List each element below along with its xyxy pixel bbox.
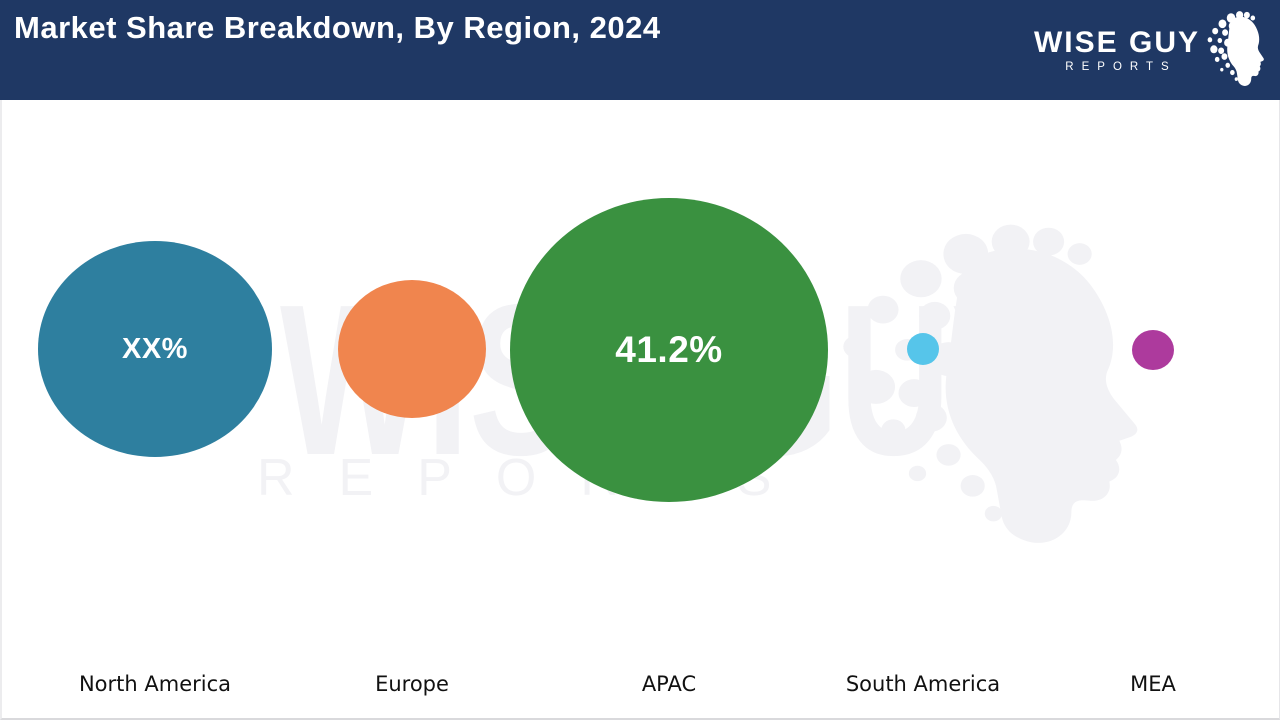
page-title: Market Share Breakdown, By Region, 2024 [14,10,661,45]
logo-wordmark: WISE GUY [1033,26,1200,60]
category-label-mea: MEA [1130,672,1176,696]
logo-subtitle: REPORTS [1065,60,1177,73]
category-label-europe: Europe [375,672,449,696]
bubble-chart: WISE GUY REPORTS XX%North AmericaEurope4… [0,100,1280,720]
dotted-head-icon [1207,11,1264,86]
bubble-value-label-apac: 41.2% [615,329,723,370]
bubble-north-america: XX% [38,241,272,457]
header-bar: Market Share Breakdown, By Region, 2024 … [0,0,1280,100]
bubble-apac: 41.2% [510,198,828,502]
bubble-mea [1132,330,1174,370]
logo-text: WISE GUY REPORTS [1034,27,1200,73]
bubble-value-label-north-america: XX% [122,332,188,365]
bubble-europe [338,280,486,418]
category-label-north-america: North America [78,672,232,696]
category-label-apac: APAC [641,672,697,696]
watermark-dotted-head-icon [843,224,1138,543]
category-label-south-america: South America [845,672,1001,696]
wise-guy-logo: WISE GUY REPORTS [1034,6,1268,94]
bubble-south-america [907,333,939,365]
